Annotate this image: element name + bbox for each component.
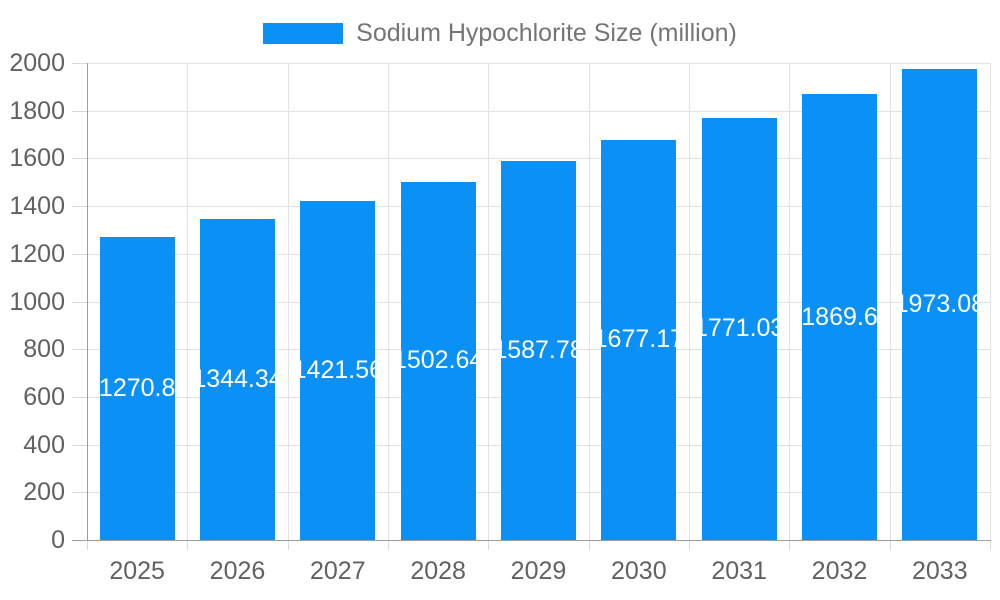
y-axis-tick — [72, 110, 87, 112]
bar-2033[interactable]: 1973.08 — [902, 69, 978, 540]
y-tick-label: 600 — [23, 382, 65, 411]
bar-2032[interactable]: 1869.6 — [802, 94, 877, 540]
bar-2026[interactable]: 1344.34 — [200, 219, 275, 540]
x-tick-label: 2031 — [711, 557, 767, 585]
gridline-vertical — [187, 63, 189, 540]
x-axis-tick — [588, 540, 590, 550]
x-tick-label: 2028 — [410, 557, 466, 585]
y-tick-label: 400 — [23, 430, 65, 459]
gridline-vertical — [588, 63, 590, 540]
bar-2029[interactable]: 1587.78 — [501, 161, 576, 540]
bar-value-label: 1421.56 — [300, 355, 375, 384]
x-axis-tick — [789, 540, 791, 550]
y-tick-label: 2000 — [9, 49, 65, 77]
bar-2027[interactable]: 1421.56 — [300, 200, 376, 540]
y-axis-tick — [72, 349, 87, 351]
legend[interactable]: Sodium Hypochlorite Size (million) — [0, 21, 1000, 46]
y-axis-tick — [72, 253, 87, 255]
y-tick-label: 1600 — [9, 144, 65, 173]
x-tick-label: 2025 — [109, 557, 165, 585]
gridline-vertical — [889, 63, 891, 540]
x-tick-label: 2033 — [912, 557, 968, 585]
y-axis-line — [87, 63, 88, 540]
x-tick-label: 2026 — [209, 557, 266, 585]
x-axis-tick — [87, 540, 88, 550]
bar-2031[interactable]: 1771.03 — [701, 117, 777, 540]
gridline-horizontal — [87, 63, 990, 64]
y-tick-label: 1400 — [9, 192, 65, 221]
gridline-horizontal — [87, 110, 990, 112]
bar-value-label: 1502.64 — [401, 346, 476, 375]
x-axis-tick — [287, 540, 289, 550]
bar-value-label: 1869.6 — [802, 302, 877, 331]
bar-2028[interactable]: 1502.64 — [400, 181, 476, 540]
y-axis-tick — [72, 301, 87, 303]
y-axis-tick — [72, 396, 87, 398]
y-axis-tick — [72, 206, 87, 208]
x-axis-tick — [488, 540, 490, 550]
legend-swatch — [263, 23, 344, 44]
gridline-horizontal — [87, 158, 990, 160]
x-tick-label: 2027 — [310, 557, 366, 585]
gridline-vertical — [689, 63, 690, 540]
y-axis-tick — [72, 158, 87, 160]
bar-2030[interactable]: 1677.17 — [601, 139, 677, 540]
bar-value-label: 1344.34 — [200, 365, 275, 394]
bar-2025[interactable]: 1270.8 — [99, 236, 175, 540]
bar-value-label: 1771.03 — [702, 314, 777, 343]
x-axis-tick — [990, 540, 991, 550]
bar-value-label: 1270.8 — [99, 373, 175, 402]
x-axis-tick — [187, 540, 189, 550]
gridline-vertical — [488, 63, 490, 540]
bar-value-label: 1587.78 — [501, 336, 576, 365]
y-axis-tick — [72, 63, 87, 64]
y-tick-label: 800 — [23, 335, 65, 364]
plot-area: 0 200 400 600 800 1000 1200 1400 1600 1800 2000 127… — [9, 51, 991, 584]
gridline-vertical — [990, 63, 991, 540]
gridline-vertical — [789, 63, 791, 540]
gridline-vertical — [388, 63, 389, 540]
y-axis-tick — [72, 492, 87, 494]
x-axis-tick — [388, 540, 389, 550]
y-axis-tick — [72, 444, 87, 446]
y-tick-label: 0 — [51, 526, 65, 554]
y-tick-label: 200 — [23, 478, 65, 507]
x-axis-tick — [889, 540, 891, 550]
y-tick-label: 1200 — [9, 239, 65, 268]
x-tick-label: 2032 — [811, 557, 868, 585]
bar-value-label: 1973.08 — [902, 290, 977, 319]
bar-value-label: 1677.17 — [601, 325, 676, 354]
x-axis-line — [72, 540, 991, 541]
gridline-vertical — [287, 63, 289, 540]
y-tick-label: 1000 — [9, 287, 65, 316]
x-tick-label: 2029 — [510, 557, 567, 585]
legend-label: Sodium Hypochlorite Size (million) — [356, 19, 737, 47]
x-axis-tick — [689, 540, 690, 550]
y-tick-label: 1800 — [9, 96, 65, 125]
x-tick-label: 2030 — [611, 557, 667, 585]
